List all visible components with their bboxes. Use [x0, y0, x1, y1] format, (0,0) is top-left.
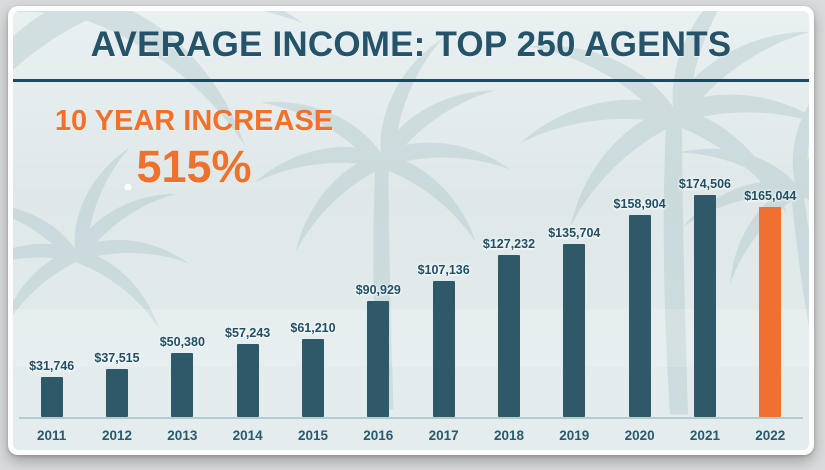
increase-percentage: 515% — [136, 141, 252, 192]
year-label-2017: 2017 — [428, 427, 459, 443]
bar-column-2017: $107,136 — [411, 263, 476, 417]
bar-2013 — [171, 353, 194, 417]
value-label-2021: $174,506 — [678, 177, 732, 191]
year-label-2014: 2014 — [232, 427, 263, 443]
value-label-2018: $127,232 — [482, 237, 536, 251]
year-label-2013: 2013 — [167, 427, 198, 443]
value-label-2015: $61,210 — [290, 321, 336, 335]
page-title: AVERAGE INCOME: TOP 250 AGENTS — [90, 25, 732, 64]
increase-callout: 10 YEAR INCREASE 515% — [41, 105, 347, 193]
bar-column-2022: $165,044 — [738, 189, 803, 417]
bar-2014 — [236, 344, 259, 417]
bar-column-2011: $31,746 — [19, 359, 84, 417]
year-label-2021: 2021 — [689, 427, 720, 443]
bar-2017 — [432, 281, 455, 417]
bar-2020 — [628, 215, 651, 417]
year-label-2016: 2016 — [363, 427, 394, 443]
value-label-2022: $165,044 — [744, 189, 797, 203]
bar-2019 — [563, 244, 586, 417]
year-label-2015: 2015 — [297, 427, 328, 443]
header-divider — [13, 79, 809, 82]
bar-column-2016: $90,929 — [346, 283, 411, 417]
plot-area: $31,746 $37,515 $50,380 $57,243 $61,210 $90,9… — [19, 117, 803, 419]
year-label-2020: 2020 — [624, 427, 655, 443]
bar-2012 — [105, 369, 128, 417]
bar-column-2015: $61,210 — [280, 321, 345, 417]
bar-column-2019: $135,704 — [542, 226, 607, 417]
value-label-2012: $37,515 — [94, 351, 140, 365]
value-label-2013: $50,380 — [159, 335, 205, 349]
bar-2018 — [497, 255, 520, 417]
x-axis-labels: 2011 2012 2013 2014 2015 2016 2017 2018 2019 2020… — [19, 421, 803, 449]
bar-column-2020: $158,904 — [607, 197, 672, 417]
year-label-2012: 2012 — [101, 427, 133, 443]
bar-column-2012: $37,515 — [84, 351, 149, 417]
bar-2015 — [301, 339, 324, 417]
bar-column-2014: $57,243 — [215, 326, 280, 417]
infographic-card: AVERAGE INCOME: TOP 250 AGENTS 10 YEAR I… — [8, 6, 814, 455]
header: AVERAGE INCOME: TOP 250 AGENTS — [13, 11, 809, 79]
bar-2016 — [367, 301, 390, 417]
value-label-2019: $135,704 — [548, 226, 601, 240]
year-label-2018: 2018 — [493, 427, 524, 443]
year-label-2011: 2011 — [37, 427, 67, 443]
value-label-2011: $31,746 — [29, 359, 75, 373]
bar-column-2021: $174,506 — [672, 177, 737, 417]
year-label-2019: 2019 — [559, 427, 590, 443]
card-inner: AVERAGE INCOME: TOP 250 AGENTS 10 YEAR I… — [13, 11, 809, 450]
year-label-2022: 2022 — [755, 427, 786, 443]
bar-chart: $31,746 $37,515 $50,380 $57,243 $61,210 $90,9… — [19, 117, 803, 449]
value-label-2017: $107,136 — [417, 263, 470, 277]
bar-2021 — [693, 195, 716, 417]
value-label-2016: $90,929 — [355, 283, 401, 297]
value-label-2020: $158,904 — [613, 197, 666, 211]
value-label-2014: $57,243 — [225, 326, 271, 340]
increase-label: 10 YEAR INCREASE — [54, 105, 334, 137]
bar-2022 — [759, 207, 782, 417]
bar-column-2018: $127,232 — [476, 237, 541, 417]
bar-2011 — [40, 377, 63, 417]
bar-column-2013: $50,380 — [150, 335, 215, 417]
